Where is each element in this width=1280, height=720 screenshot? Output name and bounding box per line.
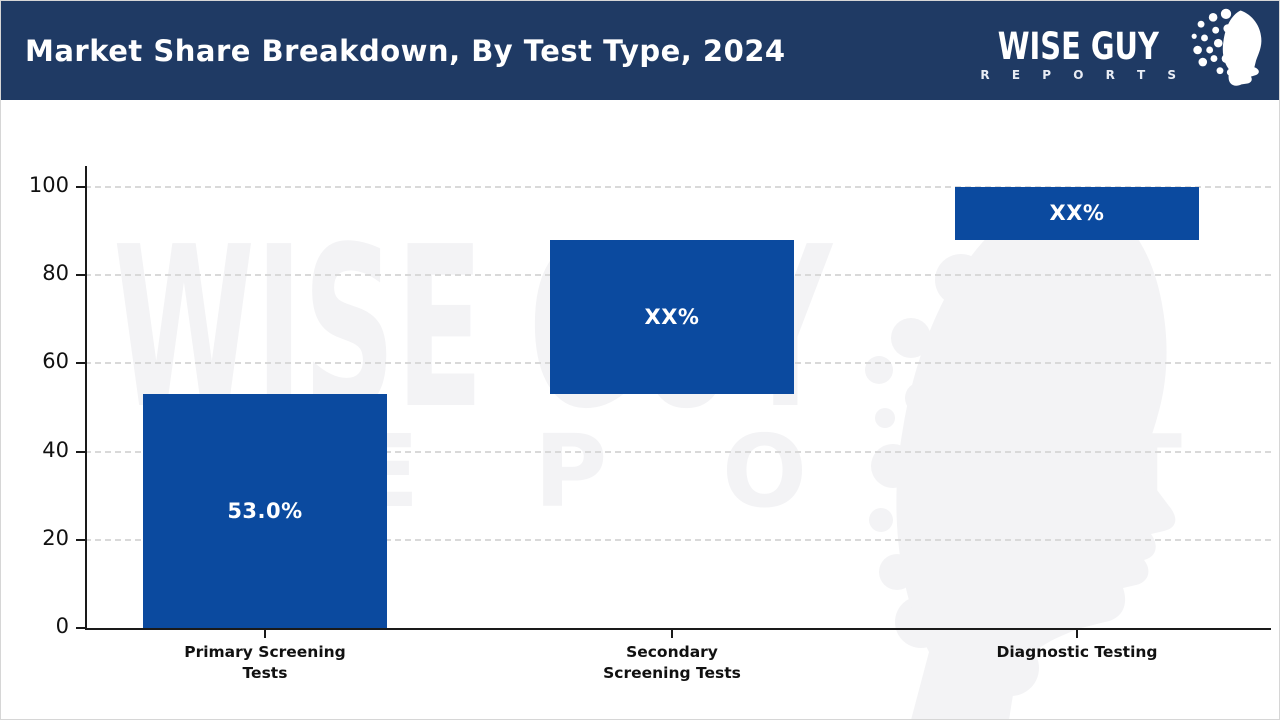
x-axis-line — [85, 628, 1271, 630]
x-category-label: Diagnostic Testing — [996, 643, 1158, 661]
plot: 0 20 40 60 80 100 53.0% Primary Screening Tests… — [1, 100, 1279, 719]
y-tick-label: 100 — [28, 173, 69, 197]
y-axis-line — [85, 166, 87, 628]
page-title: Market Share Breakdown, By Test Type, 20… — [25, 33, 786, 68]
y-tick-0 — [76, 627, 85, 629]
y-tick-40 — [76, 450, 85, 453]
logo-wordmark: WISE GUY R E P O R T S — [971, 28, 1185, 82]
y-tick-label: 0 — [55, 614, 69, 638]
y-tick-label: 20 — [42, 525, 69, 550]
x-tick-1 — [264, 630, 266, 638]
x-category-label: Primary Screening Tests — [184, 643, 346, 683]
wise-guy-reports-logo: WISE GUY R E P O R T S — [971, 7, 1265, 97]
logo-brand-name: WISE GUY — [997, 25, 1159, 68]
y-tick-20 — [76, 538, 85, 541]
y-tick-label: 80 — [42, 261, 69, 286]
y-tick-label: 60 — [42, 349, 69, 374]
bar-value-label: XX% — [1049, 201, 1105, 226]
y-tick-100 — [76, 186, 85, 188]
chart-area: WISE GUY R E P O R T S — [1, 100, 1279, 719]
y-tick-60 — [76, 362, 85, 365]
gridline-40 — [85, 450, 1271, 453]
gridline-20 — [85, 538, 1271, 541]
gridline-100 — [85, 186, 1271, 188]
bar-value-label: 53.0% — [227, 499, 303, 524]
bar-2: XX% — [550, 239, 794, 395]
x-tick-2 — [671, 630, 673, 638]
x-category-label: Secondary Screening Tests — [603, 643, 741, 683]
x-tick-3 — [1076, 630, 1078, 638]
logo-brand-subtitle: R E P O R T S — [980, 68, 1185, 82]
y-tick-label: 40 — [42, 437, 69, 462]
bar-3: XX% — [955, 187, 1199, 240]
header-bar: Market Share Breakdown, By Test Type, 20… — [1, 1, 1279, 100]
bar-value-label: XX% — [644, 305, 700, 330]
bar-1: 53.0% — [143, 394, 387, 628]
y-tick-80 — [76, 274, 85, 277]
wise-guy-face-icon — [1187, 7, 1265, 97]
